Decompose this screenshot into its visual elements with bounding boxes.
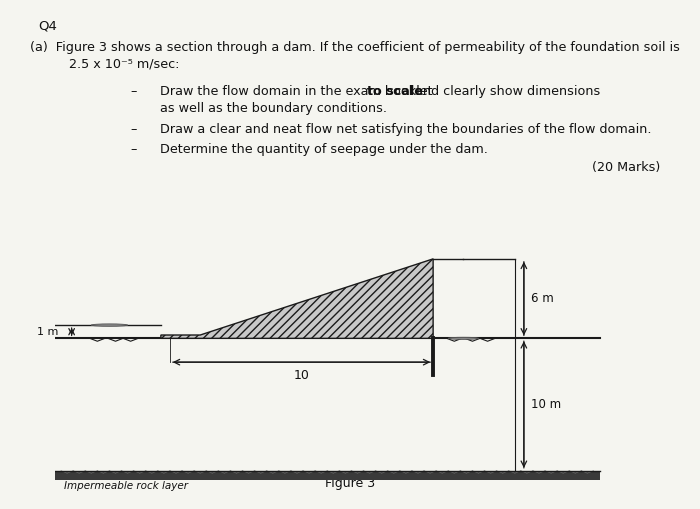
Text: to scale: to scale: [367, 85, 423, 98]
Text: and clearly show dimensions: and clearly show dimensions: [411, 85, 601, 98]
Text: Figure 3: Figure 3: [325, 477, 375, 490]
Text: as well as the boundary conditions.: as well as the boundary conditions.: [160, 102, 387, 115]
Text: (a)  Figure 3 shows a section through a dam. If the coefficient of permeability : (a) Figure 3 shows a section through a d…: [30, 41, 680, 54]
Text: 2.5 x 10⁻⁵ m/sec:: 2.5 x 10⁻⁵ m/sec:: [45, 57, 179, 70]
Ellipse shape: [91, 324, 127, 326]
Text: Draw a clear and neat flow net satisfying the boundaries of the flow domain.: Draw a clear and neat flow net satisfyin…: [160, 123, 652, 136]
Text: 10: 10: [293, 369, 309, 382]
Text: Impermeable rock layer: Impermeable rock layer: [64, 480, 188, 491]
Text: –: –: [130, 123, 136, 136]
Text: –: –: [130, 85, 136, 98]
Text: Q4: Q4: [38, 19, 57, 32]
Ellipse shape: [448, 337, 479, 340]
Text: –: –: [130, 143, 136, 156]
Text: 6 m: 6 m: [531, 292, 554, 305]
Text: 1 m: 1 m: [36, 327, 58, 336]
Text: Determine the quantity of seepage under the dam.: Determine the quantity of seepage under …: [160, 143, 488, 156]
Polygon shape: [161, 259, 433, 338]
Bar: [55, 471, 599, 480]
Text: Draw the flow domain in the exam booklet: Draw the flow domain in the exam booklet: [160, 85, 437, 98]
Text: 10 m: 10 m: [531, 398, 561, 411]
Text: (20 Marks): (20 Marks): [592, 161, 660, 174]
